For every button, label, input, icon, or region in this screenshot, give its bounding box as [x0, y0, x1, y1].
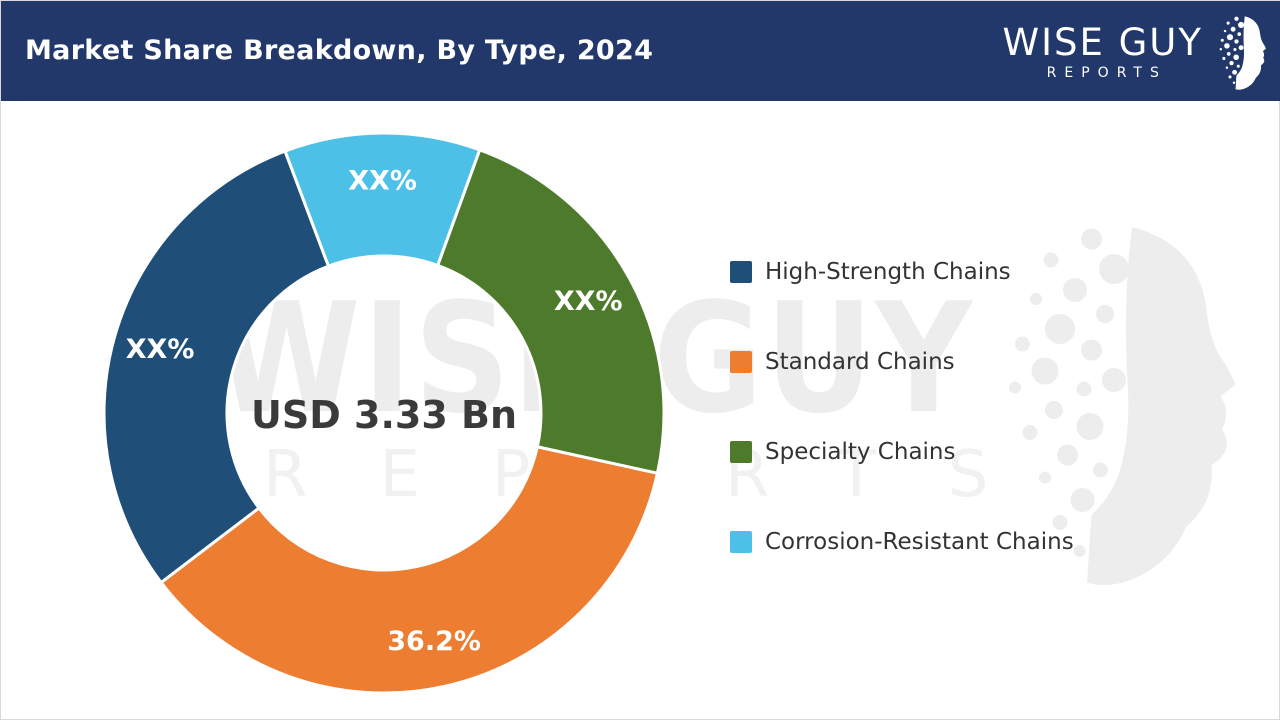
donut-chart: XX% 36.2% XX% XX% USD 3.33 Bn — [102, 131, 666, 695]
wiseguy-logo-text: WISE GUY REPORTS — [1003, 24, 1203, 81]
legend-label: Standard Chains — [765, 349, 955, 375]
legend-swatch-icon — [730, 351, 752, 373]
page-title: Market Share Breakdown, By Type, 2024 — [25, 35, 654, 66]
chart-legend: High-Strength Chains Standard Chains Spe… — [730, 257, 1074, 617]
segment-value-label: XX% — [554, 286, 623, 317]
logo-wiseguy-text: WISE GUY — [1002, 20, 1203, 64]
legend-swatch-icon — [730, 441, 752, 463]
donut-segment — [159, 445, 659, 695]
donut-segment — [283, 131, 482, 268]
segment-value-label: 36.2% — [387, 626, 481, 657]
legend-label: High-Strength Chains — [765, 259, 1011, 285]
header-bar: Market Share Breakdown, By Type, 2024 WI… — [1, 1, 1280, 101]
donut-segment — [102, 149, 330, 585]
legend-item-high-strength-chains: High-Strength Chains — [730, 257, 1074, 287]
logo-reports-text: REPORTS — [1046, 64, 1167, 81]
legend-label: Specialty Chains — [765, 439, 956, 465]
legend-item-standard-chains: Standard Chains — [730, 347, 1074, 377]
wiseguy-logo: WISE GUY REPORTS — [1003, 9, 1269, 95]
legend-swatch-icon — [730, 261, 752, 283]
donut-segment — [436, 148, 666, 475]
legend-swatch-icon — [730, 531, 752, 553]
legend-label: Corrosion-Resistant Chains — [765, 529, 1074, 555]
legend-item-corrosion-resistant-chains: Corrosion-Resistant Chains — [730, 527, 1074, 557]
segment-value-label: XX% — [126, 334, 195, 365]
donut-segment-labels: XX% 36.2% XX% XX% — [126, 165, 623, 657]
legend-item-specialty-chains: Specialty Chains — [730, 437, 1074, 467]
wiseguy-head-icon — [1219, 16, 1266, 90]
segment-value-label: XX% — [348, 165, 417, 196]
donut-center-value: USD 3.33 Bn — [251, 393, 517, 437]
donut-segments — [102, 131, 666, 695]
